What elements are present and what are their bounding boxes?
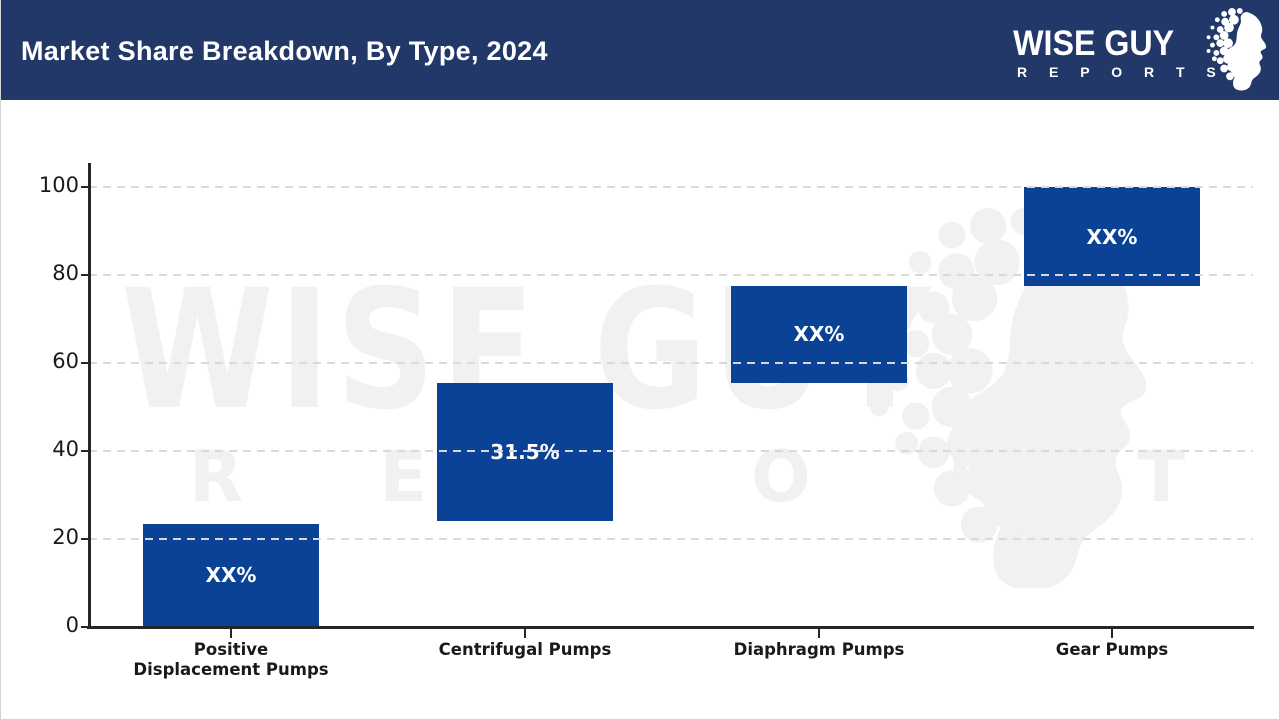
header-bar: Market Share Breakdown, By Type, 2024 WI…	[1, 0, 1279, 100]
bar-segment: XX%	[143, 523, 319, 627]
y-tick-label: 60	[52, 349, 79, 373]
bar-value-label: XX%	[205, 563, 257, 588]
y-tick-mark	[81, 274, 89, 276]
x-category-label: Centrifugal Pumps	[438, 640, 612, 659]
x-category-label: Diaphragm Pumps	[733, 640, 905, 659]
x-tick-mark	[230, 629, 232, 638]
x-tick-mark	[818, 629, 820, 638]
y-tick-mark	[81, 538, 89, 540]
y-tick-label: 80	[52, 261, 79, 285]
y-tick-mark	[81, 186, 89, 188]
x-axis-line	[87, 626, 1254, 629]
logo-wordmark: WISE GUY	[1013, 24, 1175, 63]
bar-segment: 31.5%	[437, 382, 613, 522]
x-tick-mark	[1111, 629, 1113, 638]
y-tick-mark	[81, 450, 89, 452]
y-tick-mark	[81, 626, 89, 628]
gridline	[89, 538, 1253, 540]
x-category-label: Gear Pumps	[1055, 640, 1169, 659]
bar-segment: XX%	[731, 286, 907, 383]
chart-title: Market Share Breakdown, By Type, 2024	[21, 36, 548, 66]
x-tick-mark	[524, 629, 526, 638]
gridline	[89, 274, 1253, 276]
y-tick-mark	[81, 362, 89, 364]
gridline	[89, 186, 1253, 188]
gridline	[89, 362, 1253, 364]
y-tick-label: 0	[65, 613, 79, 637]
bar-segment: XX%	[1024, 187, 1200, 286]
y-tick-label: 40	[52, 437, 79, 461]
bar-value-label: XX%	[1086, 224, 1138, 249]
y-tick-label: 100	[38, 173, 79, 197]
bar-value-label: XX%	[793, 322, 845, 347]
y-axis-line	[88, 163, 91, 628]
logo-head-icon	[1206, 8, 1267, 91]
y-tick-label: 20	[52, 525, 79, 549]
x-category-label: Positive Displacement Pumps	[133, 640, 329, 679]
logo-tagline: R E P O R T S	[1017, 64, 1225, 80]
gridline	[89, 450, 1253, 452]
brand-logo: WISE GUY R E P O R T S	[1009, 4, 1269, 96]
bar-value-label: 31.5%	[490, 440, 560, 465]
